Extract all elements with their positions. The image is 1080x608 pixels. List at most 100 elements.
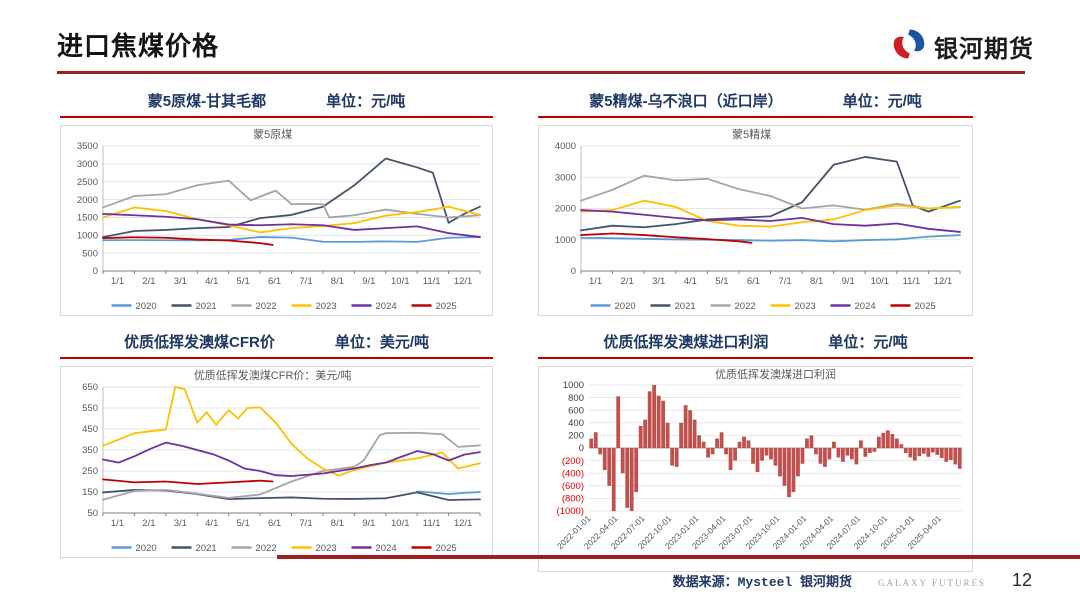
svg-text:4/1: 4/1 [684,276,697,287]
chart-header: 蒙5原煤-甘其毛都 单位：元/吨 [60,88,493,118]
svg-text:2023: 2023 [316,543,337,554]
svg-text:(1000): (1000) [557,506,584,517]
svg-text:7/1: 7/1 [778,276,791,287]
svg-text:4/1: 4/1 [205,276,218,287]
svg-text:优质低挥发澳煤进口利润: 优质低挥发澳煤进口利润 [715,367,836,381]
svg-text:12/1: 12/1 [454,518,473,529]
mong5-raw-line-chart: 0 500 1000 1500 2000 2500 3000 3500 1/1 2/1 3/1 4/1… [77,128,481,312]
svg-text:8/1: 8/1 [331,518,344,529]
svg-text:6/1: 6/1 [747,276,760,287]
svg-text:2021: 2021 [196,543,217,554]
mong5-clean-line-chart: 0 1000 2000 3000 4000 1/1 2/1 3/1 4/1 5/1 6/1 7/1 8/… [555,128,961,312]
svg-text:6/1: 6/1 [268,518,281,529]
svg-text:2000: 2000 [77,195,98,206]
svg-text:3/1: 3/1 [652,276,665,287]
chart-panel: 0 500 1000 1500 2000 2500 3000 3500 1/1 2/1 3/1 4/1… [60,125,493,316]
svg-text:2/1: 2/1 [142,276,155,287]
svg-text:9/1: 9/1 [362,518,375,529]
svg-text:350: 350 [82,445,98,456]
svg-text:(200): (200) [562,456,584,467]
svg-text:0: 0 [93,266,98,277]
svg-text:1500: 1500 [77,213,98,224]
svg-text:5/1: 5/1 [715,276,728,287]
svg-text:0: 0 [571,266,576,277]
svg-text:6/1: 6/1 [268,276,281,287]
svg-text:600: 600 [568,405,584,416]
chart-header: 优质低挥发澳煤CFR价 单位：美元/吨 [60,329,493,359]
svg-text:450: 450 [82,424,98,435]
chart-block-aus-cfr: 优质低挥发澳煤CFR价 单位：美元/吨 50 150 250 350 450 550 650… [60,329,493,572]
title-divider [57,71,1025,74]
svg-text:2022: 2022 [256,301,277,312]
chart-title: 优质低挥发澳煤进口利润 [603,334,769,351]
svg-text:优质低挥发澳煤CFR价：美元/吨: 优质低挥发澳煤CFR价：美元/吨 [194,368,352,382]
svg-text:(400): (400) [562,468,584,479]
chart-panel: 1000 800 600 400 200 0 (200) (400) (600) (800) (10… [538,366,973,572]
svg-text:8/1: 8/1 [810,276,823,287]
svg-text:2024: 2024 [855,301,876,312]
svg-text:2021: 2021 [675,301,696,312]
svg-text:2025: 2025 [915,301,936,312]
svg-text:7/1: 7/1 [299,276,312,287]
svg-text:4000: 4000 [555,141,576,152]
page-title: 进口焦煤价格 [57,31,220,61]
svg-text:2024: 2024 [376,301,397,312]
svg-text:2020: 2020 [615,301,636,312]
galaxy-futures-logo: 银河期货 [892,27,1034,66]
svg-text:2025: 2025 [436,301,457,312]
footer-divider [277,555,1080,559]
chart-block-mong5-clean: 蒙5精煤-乌不浪口（近口岸） 单位：元/吨 0 1000 2000 3000 4000 1… [538,88,973,316]
svg-text:50: 50 [87,508,98,519]
svg-text:11/1: 11/1 [903,276,921,287]
svg-text:150: 150 [82,487,98,498]
svg-text:9/1: 9/1 [362,276,375,287]
svg-text:3500: 3500 [77,141,98,152]
svg-text:12/1: 12/1 [454,276,473,287]
aus-cfr-line-chart: 50 150 250 350 450 550 650 1/1 2/1 3/1 4/1 5/1 6/1 7/… [82,368,481,554]
svg-text:3/1: 3/1 [174,518,187,529]
svg-text:550: 550 [82,403,98,414]
svg-text:1000: 1000 [77,230,98,241]
svg-text:650: 650 [82,382,98,393]
svg-text:2023: 2023 [795,301,816,312]
svg-text:9/1: 9/1 [842,276,855,287]
chart-unit: 单位：元/吨 [842,93,922,110]
svg-text:12/1: 12/1 [934,276,953,287]
svg-text:200: 200 [568,431,584,442]
svg-text:2000: 2000 [555,204,576,215]
svg-text:800: 800 [568,393,584,404]
chart-title: 蒙5原煤-甘其毛都 [147,93,267,110]
chart-panel: 50 150 250 350 450 550 650 1/1 2/1 3/1 4/1 5/1 6/1 7/… [60,366,493,558]
svg-text:1/1: 1/1 [111,276,124,287]
svg-text:10/1: 10/1 [391,518,410,529]
chart-panel: 0 1000 2000 3000 4000 1/1 2/1 3/1 4/1 5/1 6/1 7/1 8/… [538,125,973,316]
svg-text:5/1: 5/1 [237,518,250,529]
footer: 数据来源：Mysteel 银河期货 GALAXY FUTURES 12 [673,570,1032,591]
svg-text:8/1: 8/1 [331,276,344,287]
svg-text:2022: 2022 [256,543,277,554]
chart-title: 优质低挥发澳煤CFR价 [123,334,275,351]
svg-text:(800): (800) [562,494,584,505]
svg-text:5/1: 5/1 [237,276,250,287]
svg-text:2021: 2021 [196,301,217,312]
svg-text:2/1: 2/1 [621,276,634,287]
svg-text:0: 0 [579,443,584,454]
chart-header: 蒙5精煤-乌不浪口（近口岸） 单位：元/吨 [538,88,973,118]
svg-text:1000: 1000 [555,235,576,246]
chart-unit: 单位：美元/吨 [334,334,429,351]
svg-text:10/1: 10/1 [871,276,890,287]
svg-text:1/1: 1/1 [111,518,124,529]
galaxy-logo-icon [892,27,926,66]
chart-title: 蒙5精煤-乌不浪口（近口岸） [589,93,783,110]
svg-text:蒙5精煤: 蒙5精煤 [732,128,771,141]
brand-label: GALAXY FUTURES [878,578,986,588]
svg-text:2024: 2024 [376,543,397,554]
svg-text:(600): (600) [562,481,584,492]
svg-text:250: 250 [82,466,98,477]
chart-unit: 单位：元/吨 [828,334,908,351]
data-source-label: 数据来源：Mysteel 银河期货 [672,575,853,590]
svg-text:400: 400 [568,418,584,429]
charts-grid: 蒙5原煤-甘其毛都 单位：元/吨 0 500 1000 1500 2000 2500 300… [60,88,973,572]
